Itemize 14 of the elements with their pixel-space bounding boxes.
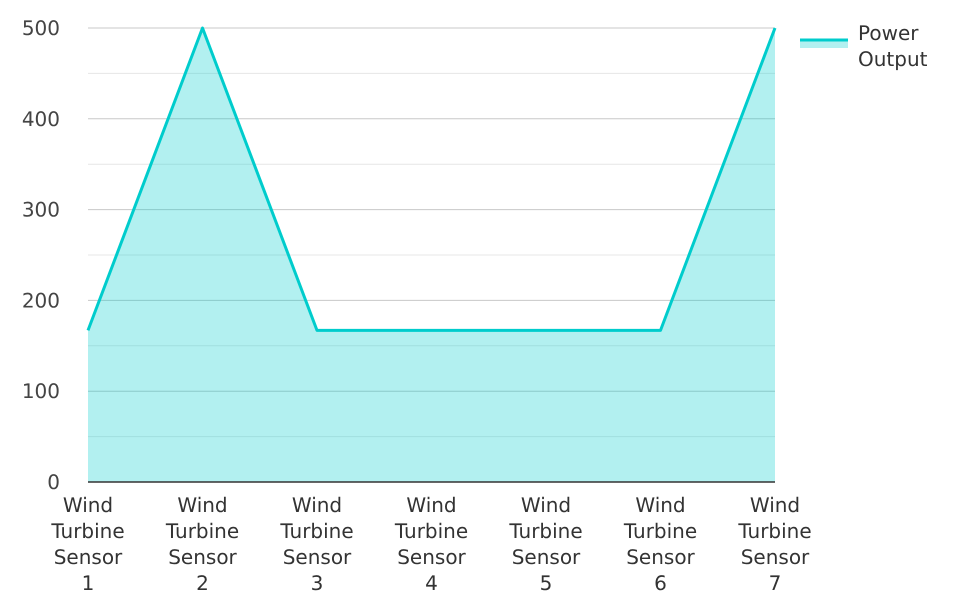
x-tick-label: Wind Turbine Sensor 5 [508,493,583,595]
x-tick-label: Wind Turbine Sensor 6 [622,493,698,595]
legend-label: Power Output [858,21,928,71]
x-tick-label: Wind Turbine Sensor 4 [394,493,468,595]
y-tick-label: 500 [22,16,60,40]
y-tick-label: 300 [22,198,60,222]
x-tick-label: Wind Turbine Sensor 7 [737,493,812,595]
x-tick-label: Wind Turbine Sensor 2 [164,493,240,595]
y-tick-label: 100 [22,379,60,404]
y-tick-label: 400 [22,106,60,131]
x-tick-label: Wind Turbine Sensor 1 [50,493,125,595]
x-tick-label: Wind Turbine Sensor 3 [279,493,354,595]
y-tick-label: 200 [22,288,60,312]
y-tick-label: 0 [47,470,60,494]
